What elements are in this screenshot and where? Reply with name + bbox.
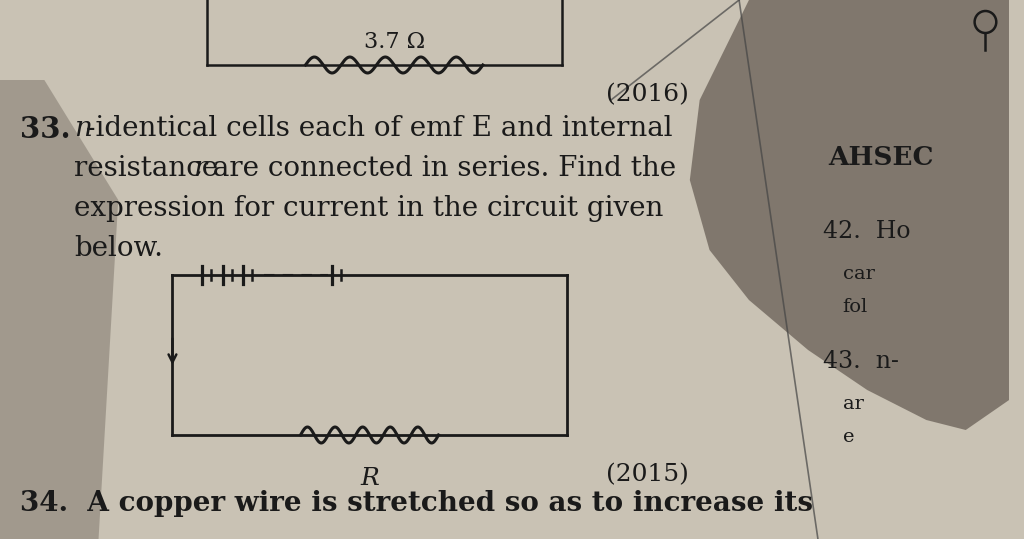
Text: resistance: resistance <box>74 155 227 182</box>
Polygon shape <box>690 0 1009 430</box>
Text: 3.7 Ω: 3.7 Ω <box>364 31 425 53</box>
Text: AHSEC: AHSEC <box>827 145 933 170</box>
Text: ar: ar <box>843 395 863 413</box>
Text: 42.  Ho: 42. Ho <box>823 220 910 243</box>
Text: are connected in series. Find the: are connected in series. Find the <box>204 155 676 182</box>
Text: r: r <box>194 155 207 182</box>
Text: below.: below. <box>74 235 163 262</box>
Text: (2016): (2016) <box>606 84 689 107</box>
Text: fol: fol <box>843 298 867 316</box>
Text: e: e <box>843 428 854 446</box>
Text: expression for current in the circuit given: expression for current in the circuit gi… <box>74 195 664 222</box>
Text: R: R <box>360 467 379 490</box>
Text: 33.: 33. <box>19 115 71 144</box>
Text: 34.  A copper wire is stretched so as to increase its: 34. A copper wire is stretched so as to … <box>19 490 813 517</box>
Text: n: n <box>74 115 92 142</box>
Text: -identical cells each of emf E and internal: -identical cells each of emf E and inter… <box>86 115 673 142</box>
Text: car: car <box>843 265 874 283</box>
Text: (2015): (2015) <box>606 463 689 486</box>
Polygon shape <box>0 80 118 539</box>
Text: 43.  n-: 43. n- <box>823 350 899 373</box>
